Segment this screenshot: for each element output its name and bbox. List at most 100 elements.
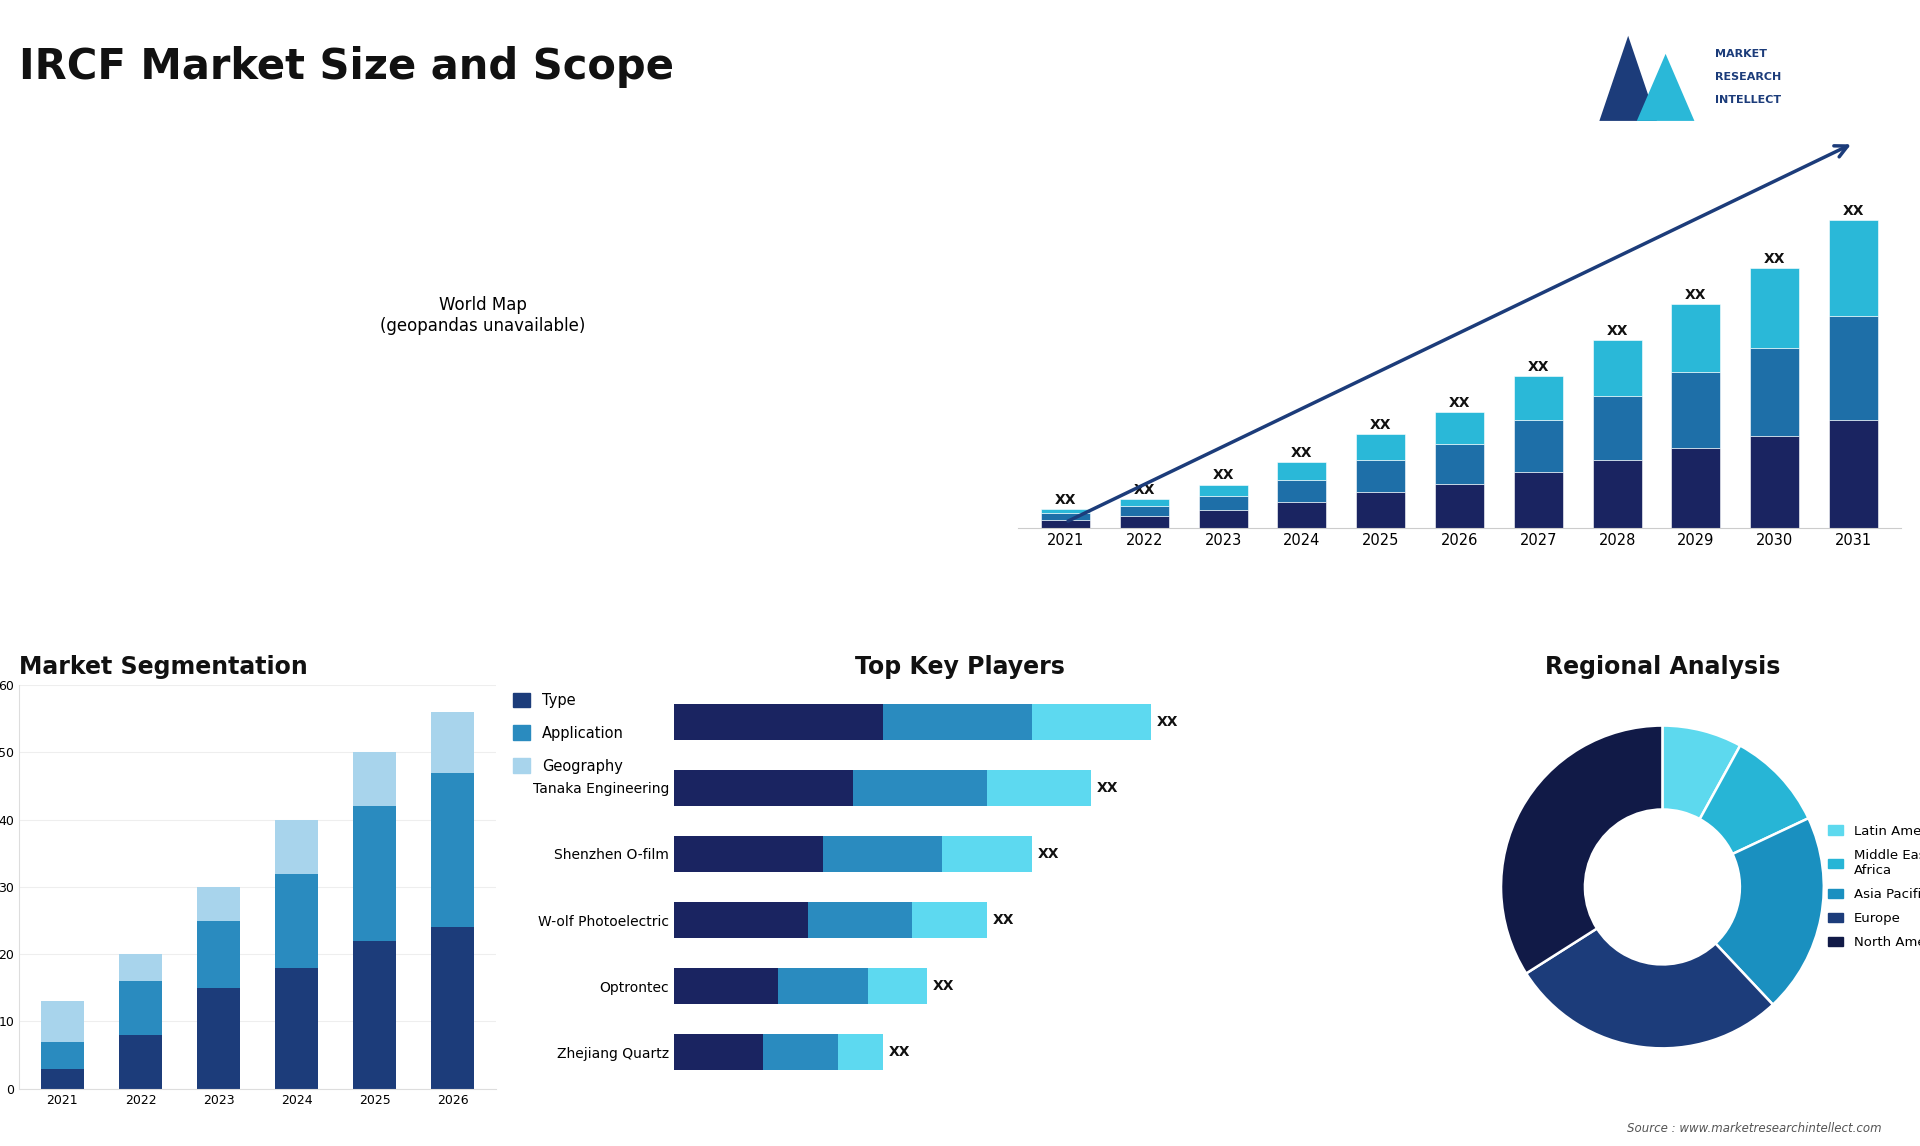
Bar	[1356, 434, 1405, 460]
Title: Top Key Players: Top Key Players	[854, 656, 1066, 680]
Bar	[1277, 480, 1327, 502]
Bar	[1513, 419, 1563, 472]
Bar	[1751, 348, 1799, 435]
Polygon shape	[1599, 36, 1657, 121]
Text: XX: XX	[1037, 847, 1060, 861]
Bar	[824, 835, 943, 872]
Bar	[1594, 460, 1642, 528]
Bar	[1594, 340, 1642, 397]
Bar	[119, 1035, 161, 1089]
Bar	[674, 902, 808, 939]
Bar	[1513, 472, 1563, 528]
Bar	[40, 1042, 84, 1068]
Wedge shape	[1715, 818, 1824, 1005]
Bar	[868, 968, 927, 1004]
Bar	[119, 955, 161, 981]
Bar	[353, 941, 396, 1089]
Text: XX: XX	[993, 913, 1014, 927]
Text: XX: XX	[1133, 482, 1156, 496]
Bar	[275, 967, 319, 1089]
Bar	[40, 1002, 84, 1042]
Bar	[432, 927, 474, 1089]
Wedge shape	[1663, 725, 1740, 819]
Bar	[1119, 516, 1169, 528]
Bar	[1356, 460, 1405, 492]
Bar	[674, 835, 824, 872]
Text: INTELLECT: INTELLECT	[1715, 95, 1780, 105]
Bar	[778, 968, 868, 1004]
Text: RESEARCH: RESEARCH	[1715, 72, 1782, 83]
Bar	[912, 902, 987, 939]
Text: XX: XX	[1054, 493, 1077, 507]
Text: XX: XX	[1371, 418, 1392, 432]
Bar	[1041, 513, 1091, 520]
Bar	[432, 712, 474, 772]
Bar	[1119, 499, 1169, 507]
Bar	[198, 887, 240, 920]
Text: XX: XX	[1528, 360, 1549, 374]
Text: Market Segmentation: Market Segmentation	[19, 656, 307, 680]
Text: XX: XX	[1450, 395, 1471, 409]
Bar	[943, 835, 1031, 872]
Legend: Latin America, Middle East &
Africa, Asia Pacific, Europe, North America: Latin America, Middle East & Africa, Asi…	[1822, 819, 1920, 955]
Bar	[1751, 268, 1799, 348]
Bar	[674, 1034, 764, 1070]
Bar	[883, 704, 1031, 740]
Bar	[1672, 372, 1720, 448]
Bar	[1830, 220, 1878, 316]
Bar	[1434, 484, 1484, 528]
Bar	[1830, 316, 1878, 419]
Text: XX: XX	[1096, 780, 1119, 795]
Bar	[1830, 419, 1878, 528]
Bar	[674, 704, 883, 740]
Bar	[674, 968, 778, 1004]
Wedge shape	[1501, 725, 1663, 973]
Bar	[1277, 462, 1327, 480]
Bar	[1594, 397, 1642, 460]
Bar	[1198, 485, 1248, 496]
Bar	[353, 753, 396, 807]
Bar	[1277, 502, 1327, 528]
Bar	[674, 770, 852, 806]
Bar	[1119, 507, 1169, 516]
Text: XX: XX	[933, 979, 954, 994]
Bar	[198, 988, 240, 1089]
Text: XX: XX	[1156, 715, 1179, 729]
Bar	[1356, 492, 1405, 528]
Bar	[1434, 411, 1484, 444]
Text: XX: XX	[1764, 252, 1786, 266]
Bar	[1041, 520, 1091, 528]
Bar	[275, 873, 319, 967]
Bar	[1672, 304, 1720, 372]
Bar	[432, 772, 474, 927]
Bar	[808, 902, 912, 939]
Bar	[1198, 496, 1248, 510]
Text: MARKET: MARKET	[1715, 49, 1766, 58]
Bar	[1751, 435, 1799, 528]
Title: Regional Analysis: Regional Analysis	[1546, 656, 1780, 680]
Bar	[1672, 448, 1720, 528]
Text: Source : www.marketresearchintellect.com: Source : www.marketresearchintellect.com	[1626, 1122, 1882, 1135]
Text: XX: XX	[1607, 323, 1628, 338]
Polygon shape	[1636, 54, 1693, 121]
Bar	[119, 981, 161, 1035]
Bar	[40, 1068, 84, 1089]
Bar	[987, 770, 1091, 806]
Wedge shape	[1526, 928, 1772, 1049]
Text: IRCF Market Size and Scope: IRCF Market Size and Scope	[19, 46, 674, 88]
Bar	[837, 1034, 883, 1070]
Bar	[353, 807, 396, 941]
Text: XX: XX	[1843, 204, 1864, 218]
Bar	[198, 920, 240, 988]
Wedge shape	[1699, 746, 1809, 854]
Text: XX: XX	[1290, 446, 1313, 460]
Bar	[1041, 510, 1091, 513]
Text: XX: XX	[1686, 288, 1707, 301]
Text: XX: XX	[889, 1045, 910, 1059]
Text: World Map
(geopandas unavailable): World Map (geopandas unavailable)	[380, 296, 586, 335]
Bar	[1513, 376, 1563, 419]
Bar	[764, 1034, 837, 1070]
Text: XX: XX	[1212, 469, 1235, 482]
Bar	[275, 819, 319, 873]
Bar	[1434, 444, 1484, 484]
